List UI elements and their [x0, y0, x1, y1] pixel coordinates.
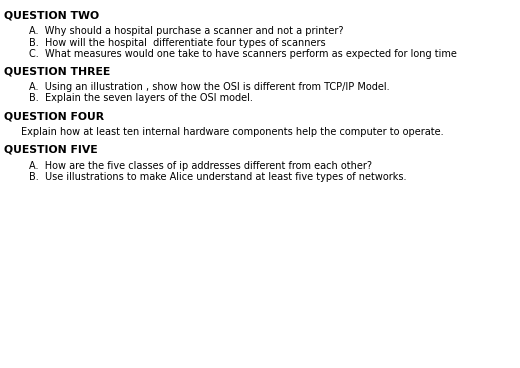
- Text: B.  How will the hospital  differentiate four types of scanners: B. How will the hospital differentiate f…: [29, 38, 325, 47]
- Text: Explain how at least ten internal hardware components help the computer to opera: Explain how at least ten internal hardwa…: [21, 127, 444, 137]
- Text: C.  What measures would one take to have scanners perform as expected for long t: C. What measures would one take to have …: [29, 49, 457, 59]
- Text: QUESTION FIVE: QUESTION FIVE: [4, 145, 98, 155]
- Text: A.  Using an illustration , show how the OSI is different from TCP/IP Model.: A. Using an illustration , show how the …: [29, 82, 389, 92]
- Text: QUESTION TWO: QUESTION TWO: [4, 10, 99, 20]
- Text: QUESTION FOUR: QUESTION FOUR: [4, 111, 105, 121]
- Text: A.  Why should a hospital purchase a scanner and not a printer?: A. Why should a hospital purchase a scan…: [29, 26, 343, 36]
- Text: B.  Use illustrations to make Alice understand at least five types of networks.: B. Use illustrations to make Alice under…: [29, 172, 406, 182]
- Text: A.  How are the five classes of ip addresses different from each other?: A. How are the five classes of ip addres…: [29, 161, 372, 171]
- Text: QUESTION THREE: QUESTION THREE: [4, 66, 110, 76]
- Text: B.  Explain the seven layers of the OSI model.: B. Explain the seven layers of the OSI m…: [29, 93, 253, 103]
